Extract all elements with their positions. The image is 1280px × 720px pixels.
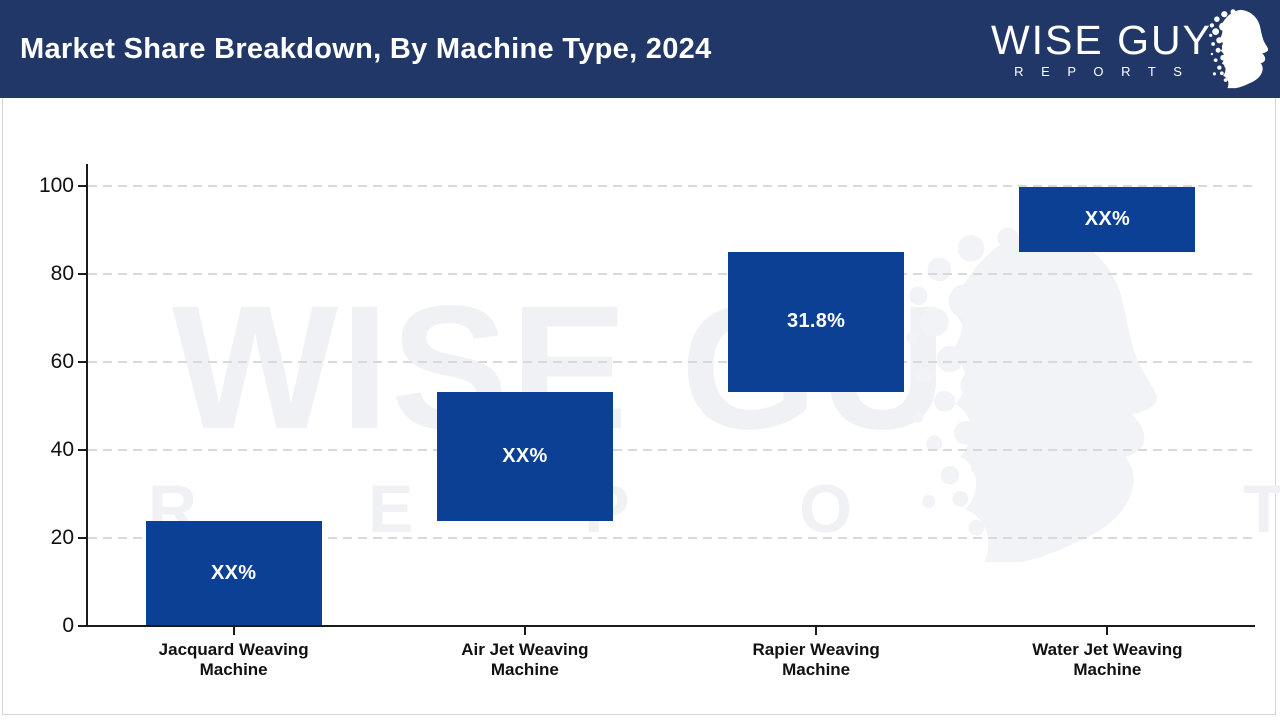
x-tick-mark	[523, 627, 526, 635]
logo-text: WISE GUY R E P O R T S	[990, 16, 1212, 79]
bar-value-label: XX%	[210, 561, 257, 584]
bar-segment: 31.8%	[728, 252, 905, 392]
y-tick-label: 100	[38, 174, 74, 197]
gridline-60	[88, 361, 1253, 363]
y-tick-label: 40	[50, 438, 74, 461]
gridline-40	[88, 449, 1253, 451]
chart-title: Market Share Breakdown, By Machine Type,…	[20, 32, 712, 65]
y-tick-label: 0	[62, 614, 74, 637]
gridline-80	[88, 273, 1253, 275]
x-tick-mark	[815, 627, 818, 635]
y-tick-mark	[78, 449, 86, 451]
y-tick-label: 80	[50, 262, 74, 285]
header-bar: Market Share Breakdown, By Machine Type,…	[0, 0, 1280, 98]
y-tick-label: 60	[50, 350, 74, 373]
bar-segment: XX%	[436, 391, 613, 521]
bar-segment: XX%	[1019, 187, 1196, 252]
logo-subtitle: R E P O R T S	[1014, 63, 1189, 79]
gridline-20	[88, 537, 1253, 539]
y-tick-mark	[78, 361, 86, 363]
logo-wordmark: WISE GUY	[990, 16, 1212, 63]
bar-value-label: 31.8%	[787, 310, 846, 333]
x-category-label: Jacquard Weaving Machine	[158, 640, 309, 679]
y-tick-mark	[78, 537, 86, 539]
bar-value-label: XX%	[502, 444, 548, 467]
x-tick-mark	[232, 627, 235, 635]
y-axis-line	[86, 164, 88, 627]
gridline-100	[88, 185, 1253, 187]
y-tick-label: 20	[50, 526, 74, 549]
y-tick-mark	[78, 273, 86, 275]
y-tick-mark	[78, 625, 86, 627]
x-category-label: Rapier Weaving Machine	[752, 640, 880, 679]
x-category-label: Water Jet Weaving Machine	[1032, 640, 1183, 679]
x-tick-mark	[1106, 627, 1109, 635]
head-profile-logo-icon	[1209, 9, 1269, 89]
bar-segment: XX%	[145, 520, 322, 626]
x-axis-line	[86, 625, 1255, 627]
wise-guy-logo: WISE GUY R E P O R T S	[991, 8, 1270, 90]
bar-value-label: XX%	[1084, 208, 1131, 231]
x-category-label: Air Jet Weaving Machine	[461, 640, 589, 679]
y-tick-mark	[78, 185, 86, 187]
